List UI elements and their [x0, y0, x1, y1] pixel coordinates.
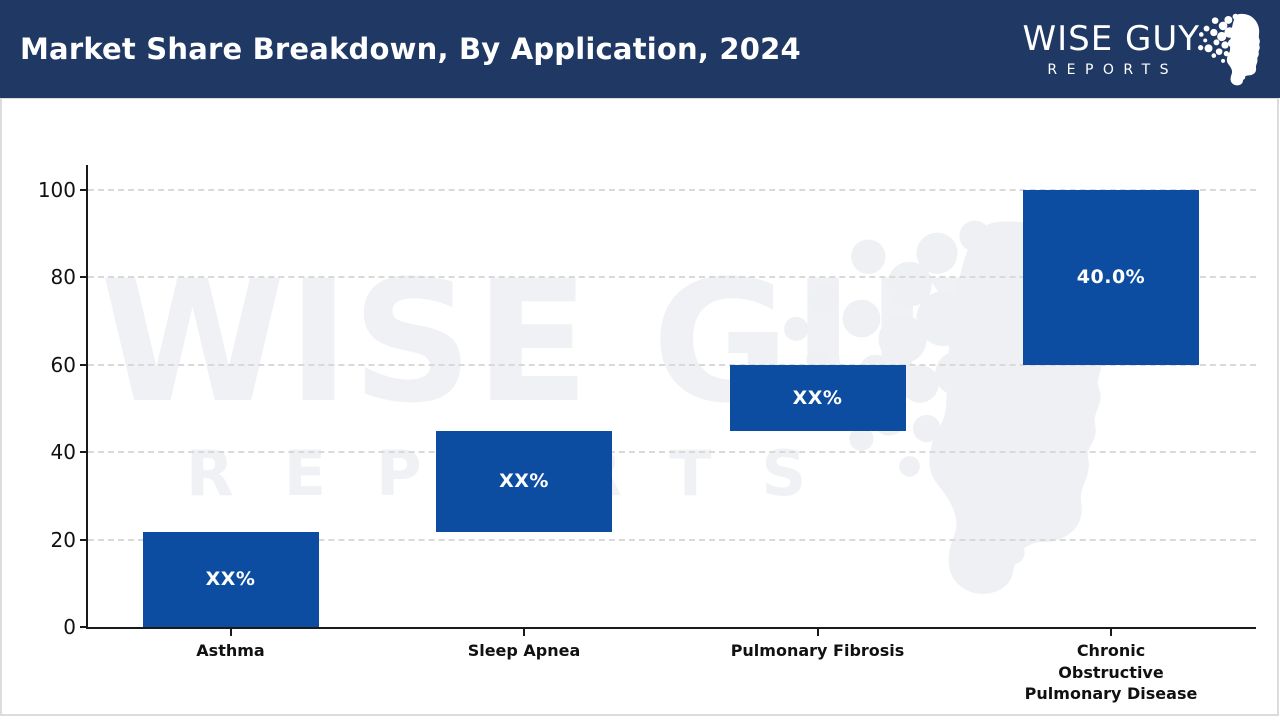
logo-subtitle: REPORTS — [1047, 61, 1179, 78]
y-axis-tick-label: 0 — [63, 615, 76, 639]
bar: XX% — [436, 431, 612, 532]
gridline — [88, 189, 1256, 191]
gridline — [88, 276, 1256, 279]
y-axis-tick-label: 60 — [50, 352, 76, 377]
y-axis — [86, 165, 88, 629]
y-axis-tick — [80, 451, 88, 454]
x-axis-category-label: Asthma — [196, 641, 265, 660]
y-axis-tick — [80, 189, 88, 191]
x-axis-tick — [523, 629, 525, 636]
x-axis-tick — [229, 629, 232, 636]
x-axis-category-label: Pulmonary Fibrosis — [730, 641, 905, 660]
x-axis-category-label: Chronic Obstructive Pulmonary Disease — [1024, 641, 1198, 704]
x-axis-tick — [1110, 629, 1112, 636]
bar-value-label: XX% — [792, 387, 843, 409]
x-axis-category-label: Sleep Apnea — [467, 641, 581, 660]
header-bar: Market Share Breakdown, By Application, … — [0, 0, 1280, 98]
y-axis-tick — [80, 538, 88, 541]
y-axis-tick — [80, 276, 88, 279]
logo-wordmark: WISE GUY — [1022, 18, 1200, 59]
bar-value-label: XX% — [499, 470, 549, 493]
gridline — [88, 451, 1256, 454]
y-axis-tick-label: 100 — [37, 178, 76, 202]
y-axis-tick-label: 20 — [50, 527, 76, 552]
bar: XX% — [142, 531, 319, 627]
x-axis-tick — [816, 629, 819, 636]
page-title: Market Share Breakdown, By Application, … — [20, 32, 801, 66]
bar: 40.0% — [1023, 190, 1199, 365]
logo-text: WISE GUY REPORTS — [1022, 22, 1200, 77]
bar-value-label: XX% — [205, 568, 256, 591]
gridline — [88, 363, 1256, 366]
y-axis-tick — [80, 363, 88, 366]
chart-frame-border — [0, 97, 1279, 716]
gridline — [88, 538, 1256, 541]
x-axis — [86, 627, 1256, 629]
wise-guy-reports-logo: WISE GUY REPORTS — [1022, 9, 1262, 89]
wise-guy-face-icon — [1196, 9, 1262, 89]
y-axis-tick-label: 80 — [50, 265, 76, 290]
bar: XX% — [729, 364, 906, 432]
y-axis-tick — [80, 626, 88, 628]
y-axis-tick-label: 40 — [50, 440, 76, 465]
bar-value-label: 40.0% — [1076, 266, 1146, 289]
